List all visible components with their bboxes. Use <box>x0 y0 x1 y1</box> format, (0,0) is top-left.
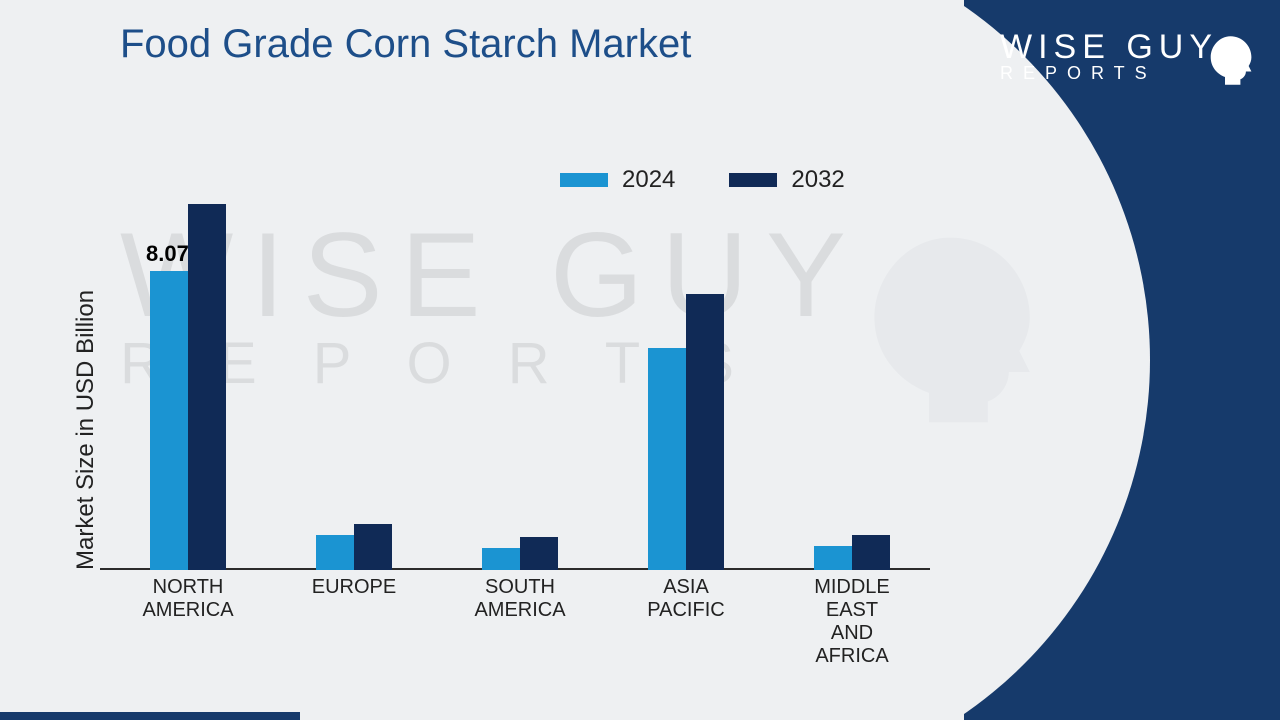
legend-swatch-2024 <box>560 173 608 187</box>
bottom-accent-bar <box>0 712 300 720</box>
legend: 2024 2032 <box>560 166 845 194</box>
bar <box>354 524 392 570</box>
bar <box>814 546 852 570</box>
category-label: NORTH AMERICA <box>118 576 258 622</box>
y-axis-label: Market Size in USD Billion <box>72 290 100 570</box>
bar <box>150 271 188 570</box>
bar <box>520 537 558 570</box>
category-label: MIDDLE EAST AND AFRICA <box>782 576 922 668</box>
category-label: SOUTH AMERICA <box>450 576 590 622</box>
bar <box>686 294 724 570</box>
bar-value-label: 8.07 <box>146 241 189 267</box>
chart-title: Food Grade Corn Starch Market <box>120 22 691 67</box>
legend-swatch-2032 <box>729 173 777 187</box>
bar <box>852 535 890 570</box>
category-label: EUROPE <box>284 576 424 599</box>
brand-logo-main: WISE GUY <box>1000 28 1218 66</box>
chart-canvas: WISE GUY REPORTS WISE GUY R E P O R T S … <box>0 0 1280 720</box>
legend-label-2032: 2032 <box>791 166 844 194</box>
brand-logo-sub: REPORTS <box>1000 64 1218 82</box>
brand-logo: WISE GUY REPORTS <box>1000 30 1218 82</box>
legend-label-2024: 2024 <box>622 166 675 194</box>
bar <box>648 348 686 570</box>
bar <box>188 204 226 570</box>
bar <box>482 548 520 570</box>
plot-area: NORTH AMERICAEUROPESOUTH AMERICAASIA PAC… <box>100 200 930 570</box>
bar <box>316 535 354 570</box>
category-label: ASIA PACIFIC <box>616 576 756 622</box>
